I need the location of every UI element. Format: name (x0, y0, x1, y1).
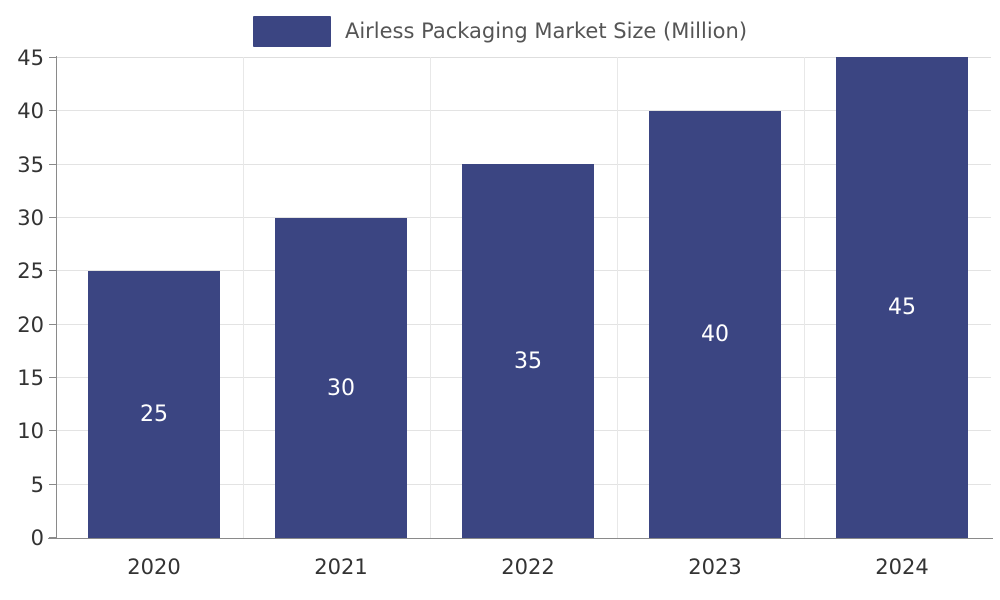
y-tick-label-0: 0 (30, 526, 44, 550)
x-tick-label-2024: 2024 (875, 555, 929, 579)
chart-legend: Airless Packaging Market Size (Million) (0, 16, 1000, 47)
gridline-40 (56, 110, 991, 111)
legend-label-airless-packaging: Airless Packaging Market Size (Million) (344, 19, 748, 43)
y-tick-mark-20 (49, 324, 56, 325)
y-tick-mark-30 (49, 217, 56, 218)
vgridline-2 (430, 57, 431, 538)
x-tick-label-2023: 2023 (688, 555, 742, 579)
y-axis-labels: 45 40 35 30 25 20 15 10 5 0 (0, 48, 44, 549)
x-tick-label-2020: 2020 (127, 555, 181, 579)
bar-2024[interactable]: 45 (836, 57, 968, 538)
y-tick-label-45: 45 (17, 46, 44, 70)
bar-2023[interactable]: 40 (649, 111, 781, 538)
bar-value-2024: 45 (888, 295, 916, 320)
y-tick-mark-40 (49, 110, 56, 111)
y-tick-mark-5 (49, 484, 56, 485)
y-tick-label-25: 25 (17, 259, 44, 283)
x-tick-label-2021: 2021 (314, 555, 368, 579)
x-axis-line (48, 538, 993, 539)
vgridline-4 (804, 57, 805, 538)
y-tick-mark-35 (49, 164, 56, 165)
vgridline-1 (243, 57, 244, 538)
y-axis-line (56, 56, 57, 539)
y-tick-label-40: 40 (17, 99, 44, 123)
bar-value-2020: 25 (140, 402, 168, 427)
x-axis-labels: 2020 2021 2022 2023 2024 (56, 557, 991, 587)
bar-2020[interactable]: 25 (88, 271, 220, 538)
gridline-45 (56, 57, 991, 58)
bar-2022[interactable]: 35 (462, 164, 594, 538)
y-tick-label-30: 30 (17, 206, 44, 230)
vgridline-3 (617, 57, 618, 538)
bar-2021[interactable]: 30 (275, 218, 407, 538)
y-tick-label-10: 10 (17, 419, 44, 443)
y-tick-mark-10 (49, 430, 56, 431)
y-tick-mark-0 (49, 537, 56, 538)
legend-swatch-airless-packaging (252, 16, 331, 47)
y-tick-label-5: 5 (30, 473, 44, 497)
y-tick-label-35: 35 (17, 153, 44, 177)
y-tick-mark-15 (49, 377, 56, 378)
bar-value-2023: 40 (701, 322, 729, 347)
y-tick-label-20: 20 (17, 313, 44, 337)
bar-value-2021: 30 (327, 376, 355, 401)
x-tick-label-2022: 2022 (501, 555, 555, 579)
bar-value-2022: 35 (514, 349, 542, 374)
y-tick-mark-25 (49, 270, 56, 271)
plot-area: 25 30 35 40 45 (48, 56, 993, 539)
y-tick-label-15: 15 (17, 366, 44, 390)
y-tick-mark-45 (49, 57, 56, 58)
bar-series-airless-packaging: 25 30 35 40 45 (56, 57, 991, 538)
